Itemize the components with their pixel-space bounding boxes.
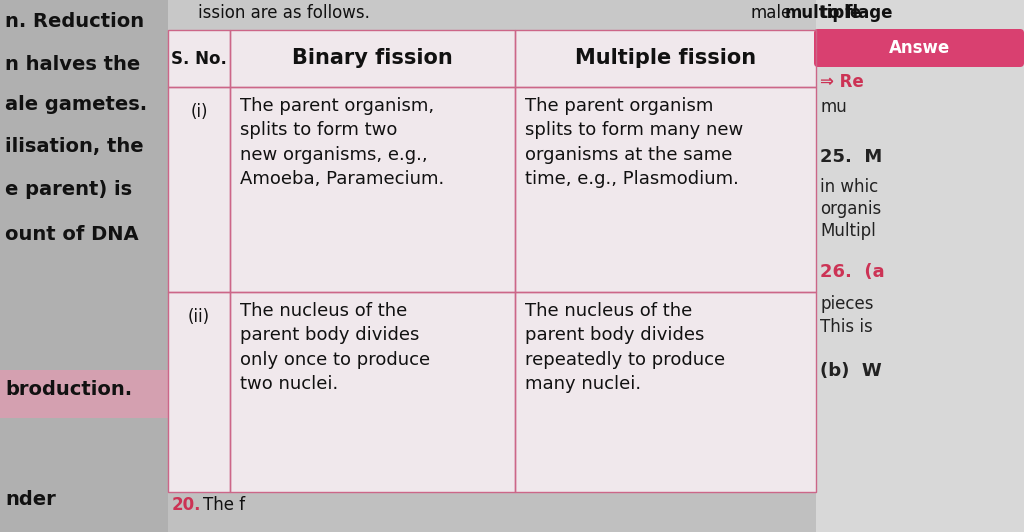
- Bar: [0, 0, 168, 532]
- Text: Answe: Answe: [890, 39, 950, 57]
- Text: The nucleus of the
parent body divides
repeatedly to produce
many nuclei.: The nucleus of the parent body divides r…: [525, 302, 725, 393]
- Text: This is: This is: [820, 318, 872, 336]
- Bar: [168, 30, 816, 492]
- Text: ount of DNA: ount of DNA: [5, 225, 138, 244]
- Text: broduction.: broduction.: [5, 380, 132, 399]
- Bar: [230, 30, 515, 87]
- FancyBboxPatch shape: [814, 29, 1024, 67]
- Text: n. Reduction: n. Reduction: [5, 12, 144, 31]
- Text: The f: The f: [203, 496, 245, 514]
- Text: n halves the: n halves the: [5, 55, 140, 74]
- Bar: [230, 87, 515, 292]
- Text: (b)  W: (b) W: [820, 362, 882, 380]
- Text: (ii): (ii): [188, 308, 210, 326]
- Text: ale gametes.: ale gametes.: [5, 95, 147, 114]
- Text: (i): (i): [190, 103, 208, 121]
- Bar: [816, 0, 1024, 532]
- Text: nder: nder: [5, 490, 55, 509]
- Text: 26.  (a: 26. (a: [820, 263, 885, 281]
- Text: ission are as follows.: ission are as follows.: [198, 4, 370, 22]
- Text: organis: organis: [820, 200, 882, 218]
- Bar: [515, 292, 816, 492]
- Bar: [168, 30, 230, 87]
- Bar: [230, 292, 515, 492]
- Text: ⇒ Re: ⇒ Re: [820, 73, 864, 91]
- Text: e parent) is: e parent) is: [5, 180, 132, 199]
- Text: The nucleus of the
parent body divides
only once to produce
two nuclei.: The nucleus of the parent body divides o…: [240, 302, 430, 393]
- Bar: [168, 292, 230, 492]
- Bar: [515, 30, 816, 87]
- Text: mu: mu: [820, 98, 847, 116]
- Text: Binary fission: Binary fission: [292, 48, 453, 69]
- Text: 25.  M: 25. M: [820, 148, 883, 166]
- Text: in whic: in whic: [820, 178, 879, 196]
- Bar: [168, 0, 1024, 30]
- Bar: [168, 87, 230, 292]
- Text: The parent organism,
splits to form two
new organisms, e.g.,
Amoeba, Paramecium.: The parent organism, splits to form two …: [240, 97, 444, 188]
- Text: ilisation, the: ilisation, the: [5, 137, 143, 156]
- Bar: [515, 87, 816, 292]
- Text: The parent organism
splits to form many new
organisms at the same
time, e.g., Pl: The parent organism splits to form many …: [525, 97, 743, 188]
- Text: multiple: multiple: [785, 4, 862, 22]
- Text: Multiple fission: Multiple fission: [574, 48, 756, 69]
- Text: to flage: to flage: [820, 4, 893, 22]
- Text: Multipl: Multipl: [820, 222, 876, 240]
- Text: pieces: pieces: [820, 295, 873, 313]
- Text: male: male: [750, 4, 792, 22]
- Text: S. No.: S. No.: [171, 49, 227, 68]
- Text: 20.: 20.: [172, 496, 202, 514]
- Bar: [0, 370, 168, 418]
